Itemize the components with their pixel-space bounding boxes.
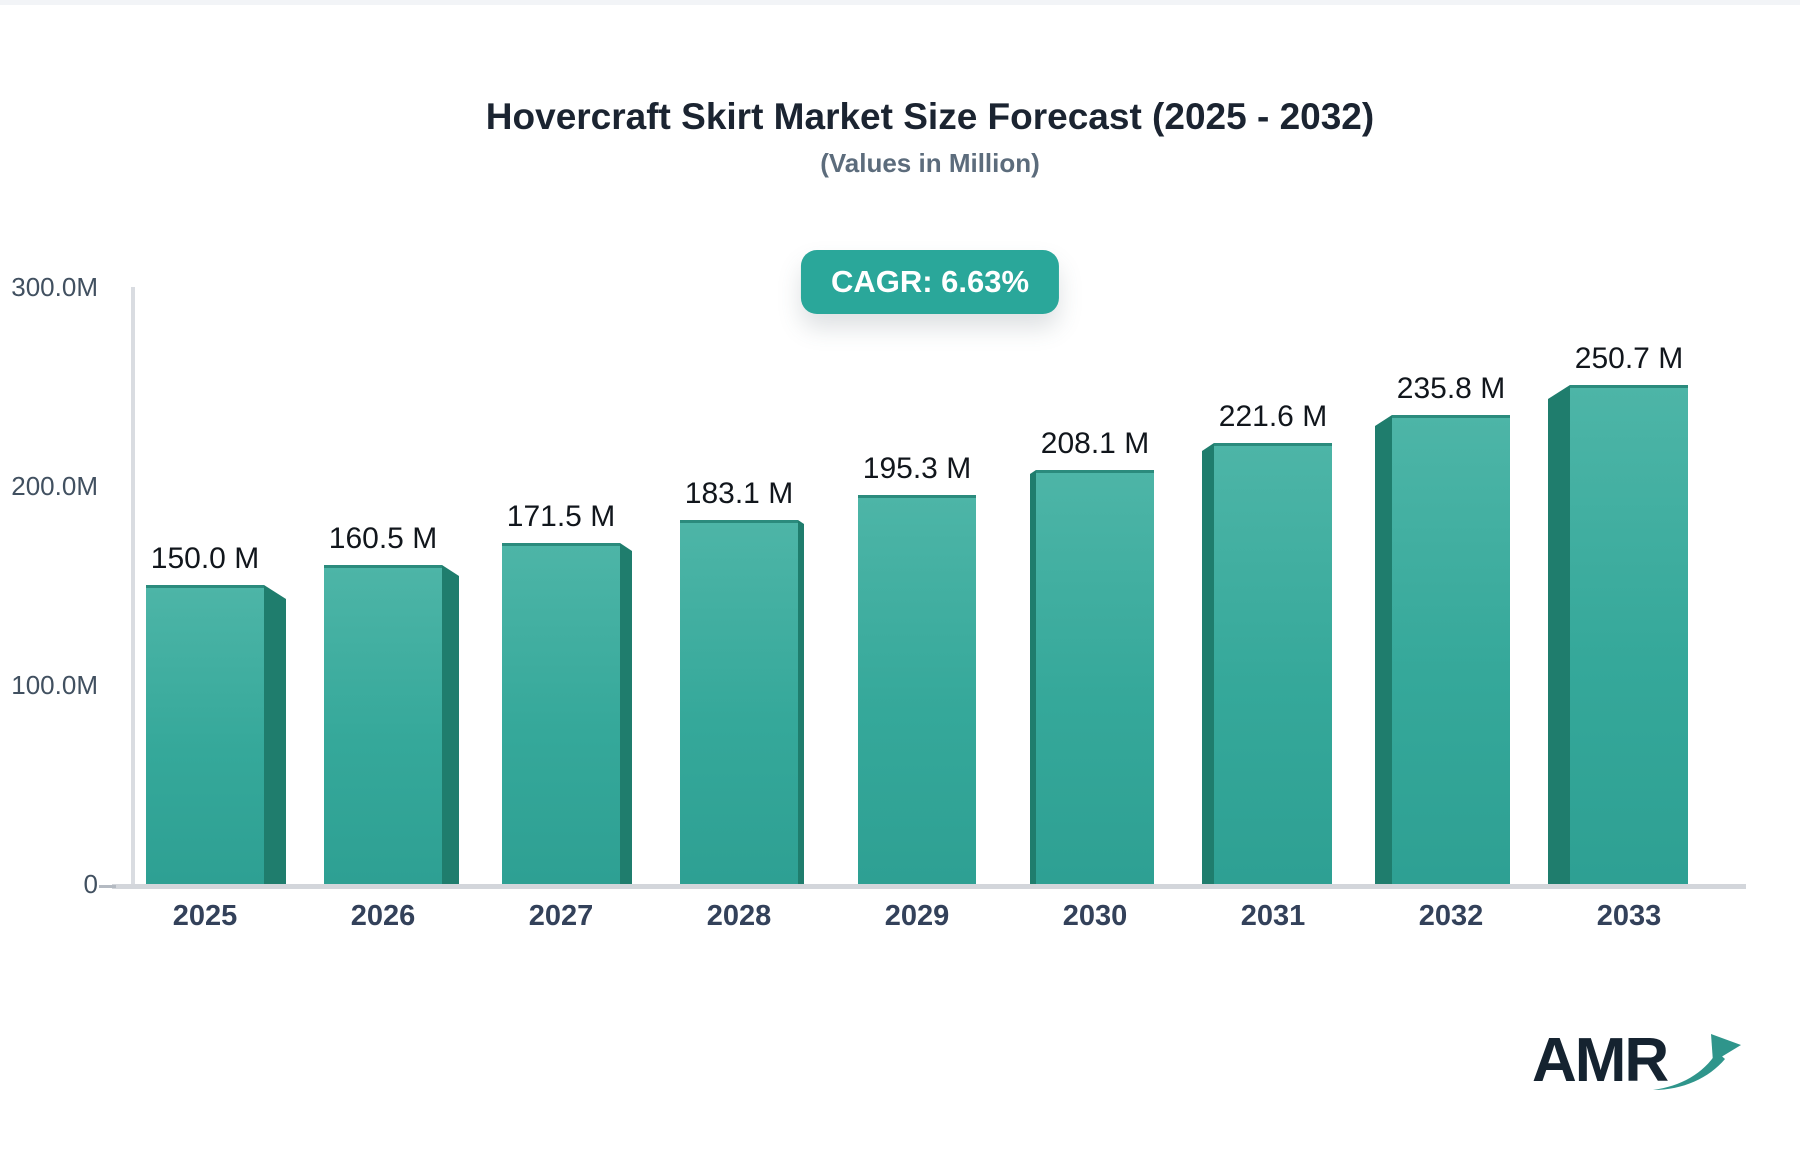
bar-2030-side-face <box>1030 470 1036 884</box>
bar-2033[interactable] <box>1570 385 1688 884</box>
y-axis-line <box>131 287 135 886</box>
bar-2028-side-face <box>798 520 804 884</box>
chart-title: Hovercraft Skirt Market Size Forecast (2… <box>485 96 1375 137</box>
bar-2032[interactable] <box>1392 415 1510 884</box>
amr-logo: AMR <box>1532 1030 1743 1094</box>
bar-2030[interactable] <box>1036 470 1154 884</box>
bar-2029[interactable] <box>858 495 976 884</box>
bar-value-label: 208.1 M <box>1040 427 1150 460</box>
bar-2026-side-face <box>442 565 459 884</box>
x-axis-label: 2028 <box>706 900 772 932</box>
bar-2032-side-face <box>1375 415 1392 884</box>
y-axis-label: 100.0M <box>11 670 98 700</box>
bar-2033-side-face <box>1548 385 1570 884</box>
growth-arrow-icon <box>1653 1034 1742 1090</box>
x-axis-label: 2029 <box>884 900 950 932</box>
bar-2028[interactable] <box>680 520 798 884</box>
bar-2031[interactable] <box>1214 443 1332 884</box>
bar-value-label: 250.7 M <box>1574 342 1684 375</box>
bar-2031-side-face <box>1202 443 1214 884</box>
x-axis-label: 2030 <box>1062 900 1128 932</box>
y-axis-label: 0 <box>83 869 98 899</box>
cagr-badge: CAGR: 6.63% <box>800 250 1060 314</box>
zero-tick-mark <box>99 885 116 888</box>
x-axis-label: 2027 <box>528 900 594 932</box>
y-axis-label: 200.0M <box>11 471 98 501</box>
x-axis-label: 2033 <box>1596 900 1662 932</box>
bar-value-label: 221.6 M <box>1218 400 1328 433</box>
bar-2026[interactable] <box>324 565 442 884</box>
y-axis-label: 300.0M <box>11 272 98 302</box>
bar-2027[interactable] <box>502 543 620 884</box>
x-axis-baseline <box>112 884 1746 889</box>
bar-value-label: 150.0 M <box>150 542 260 575</box>
bar-value-label: 195.3 M <box>862 452 972 485</box>
bar-2027-side-face <box>620 543 632 884</box>
bar-value-label: 183.1 M <box>684 477 794 510</box>
page-top-strip <box>0 0 1800 5</box>
bar-value-label: 235.8 M <box>1396 372 1506 405</box>
x-axis-label: 2031 <box>1240 900 1306 932</box>
x-axis-label: 2025 <box>172 900 238 932</box>
bar-value-label: 171.5 M <box>506 500 616 533</box>
x-axis-label: 2032 <box>1418 900 1484 932</box>
bar-2025-side-face <box>264 585 286 884</box>
bar-value-label: 160.5 M <box>328 522 438 555</box>
chart-subtitle: (Values in Million) <box>820 148 1040 178</box>
amr-logo-text: AMR <box>1532 1026 1669 1095</box>
x-axis-label: 2026 <box>350 900 416 932</box>
bar-2025[interactable] <box>146 585 264 884</box>
